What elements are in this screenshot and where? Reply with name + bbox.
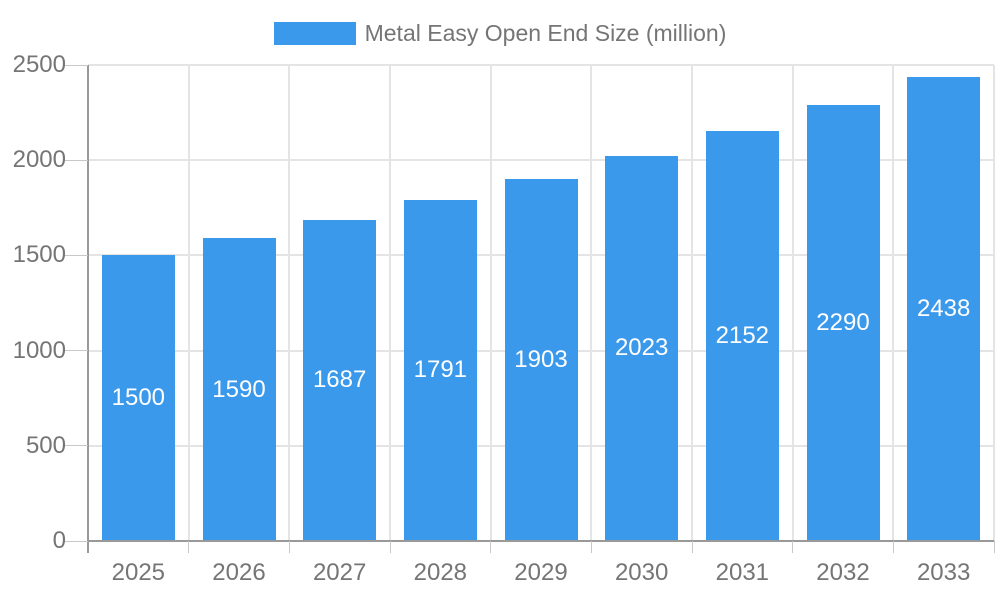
y-tick [65, 254, 88, 256]
bar[interactable]: 2438 [907, 76, 981, 541]
x-tick [590, 541, 592, 553]
bar-value-label: 1500 [111, 384, 166, 412]
x-axis-label: 2029 [514, 559, 568, 586]
x-tick [892, 541, 894, 553]
bar-value-label: 1590 [212, 375, 266, 403]
x-axis-label: 2033 [916, 559, 971, 586]
gridline-horizontal [88, 64, 994, 66]
y-axis-label: 500 [25, 431, 66, 459]
bar[interactable]: 1791 [403, 199, 477, 541]
bar[interactable]: 1500 [101, 255, 175, 541]
gridline-vertical [187, 65, 190, 541]
x-axis-label: 2032 [816, 559, 870, 586]
y-axis-label: 0 [52, 527, 66, 554]
y-tick [65, 159, 88, 161]
bar-value-label: 1687 [312, 366, 367, 394]
bar[interactable]: 1687 [303, 219, 377, 541]
bar-value-label: 2438 [916, 294, 971, 322]
gridline-vertical [590, 65, 593, 541]
bar[interactable]: 2152 [705, 131, 779, 541]
gridline-vertical [288, 65, 291, 541]
y-tick [65, 540, 88, 542]
x-axis-label: 2026 [212, 559, 266, 586]
bar-value-label: 2152 [715, 322, 770, 350]
gridline-vertical [791, 65, 794, 541]
y-tick [65, 64, 88, 66]
bar-value-label: 2023 [614, 334, 669, 362]
bar-value-label: 1791 [413, 356, 468, 384]
legend-label: Metal Easy Open End Size (million) [364, 20, 727, 46]
bar[interactable]: 2023 [605, 155, 679, 541]
x-tick [993, 541, 995, 553]
x-tick [490, 541, 492, 553]
x-axis-label: 2025 [111, 559, 166, 586]
x-tick [188, 541, 190, 553]
gridline-vertical [892, 65, 895, 541]
x-tick [389, 541, 391, 553]
y-axis-label: 1000 [12, 336, 66, 364]
legend: Metal Easy Open End Size (million) [0, 20, 1000, 47]
gridline-horizontal [88, 159, 994, 162]
y-tick [65, 350, 88, 352]
bar-value-label: 1903 [514, 345, 568, 373]
plot-area: 1500 1590 1687 1791 1903 2023 2152 2290 2438 0 500… [13, 51, 995, 586]
x-tick [288, 541, 290, 553]
y-axis-label: 2500 [12, 51, 66, 78]
x-tick [691, 541, 693, 553]
bar[interactable]: 1903 [504, 178, 578, 541]
x-tick [792, 541, 794, 553]
y-axis-label: 1500 [12, 241, 66, 269]
gridline-vertical [691, 65, 693, 541]
legend-swatch-icon [273, 22, 356, 45]
y-axis-line [87, 65, 89, 553]
x-axis-line [88, 540, 994, 542]
bar[interactable]: 2290 [806, 104, 880, 541]
x-axis-label: 2027 [312, 559, 367, 586]
bar-value-label: 2290 [816, 308, 870, 336]
x-axis-label: 2028 [413, 559, 468, 586]
gridline-vertical [489, 65, 492, 541]
gridline-vertical [389, 65, 391, 541]
x-axis-label: 2030 [614, 559, 669, 586]
gridline-vertical [993, 65, 995, 541]
y-axis-label: 2000 [12, 146, 66, 174]
bar[interactable]: 1590 [202, 238, 276, 541]
legend-item[interactable]: Metal Easy Open End Size (million) [273, 20, 727, 47]
y-tick [65, 445, 88, 447]
x-axis-label: 2031 [715, 559, 770, 586]
